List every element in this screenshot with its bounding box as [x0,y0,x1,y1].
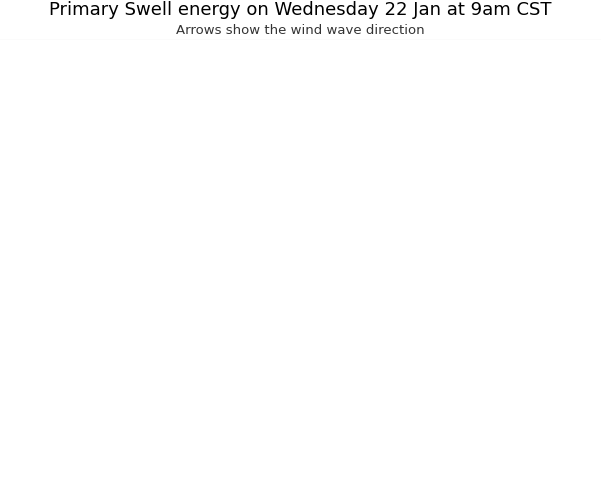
Text: Primary Swell energy on Wednesday 22 Jan at 9am CST: Primary Swell energy on Wednesday 22 Jan… [49,1,552,19]
Text: Arrows show the wind wave direction: Arrows show the wind wave direction [176,23,425,37]
